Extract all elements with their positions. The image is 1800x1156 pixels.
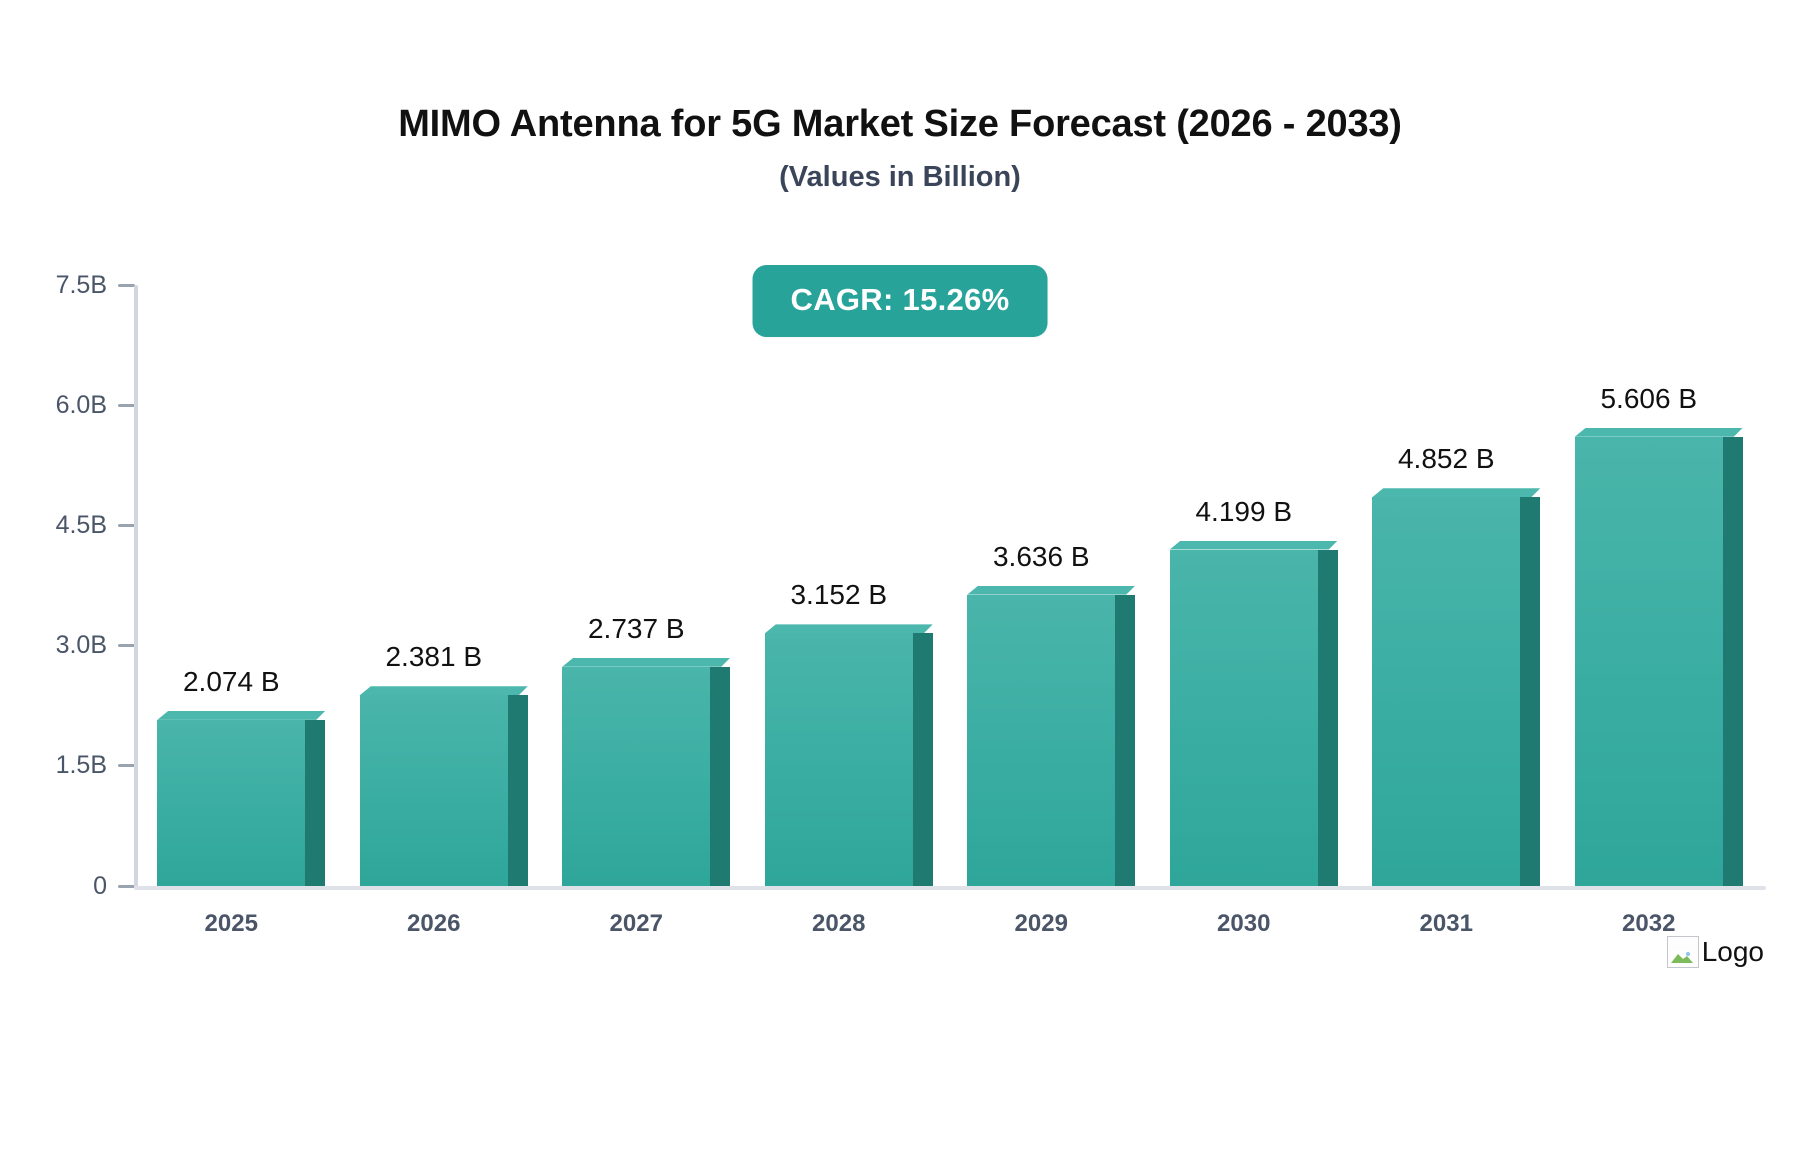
chart-header: MIMO Antenna for 5G Market Size Forecast…: [0, 103, 1800, 194]
bar-slot: 2.074 B: [157, 285, 326, 886]
bar-top: [765, 624, 933, 633]
y-axis-tick-mark: [118, 884, 135, 888]
cagr-badge: CAGR: 15.26%: [752, 265, 1048, 337]
bar-value-label: 4.852 B: [1397, 443, 1495, 475]
bar[interactable]: [157, 719, 326, 886]
bar-face: [359, 695, 508, 886]
y-axis-tick-label: 3.0B: [55, 631, 107, 660]
bar-slot: 5.606 B: [1574, 285, 1743, 886]
broken-image-icon: [1666, 936, 1699, 968]
chart-title: MIMO Antenna for 5G Market Size Forecast…: [398, 103, 1402, 145]
bar-value-label: 2.381 B: [385, 641, 483, 673]
bar-side: [1722, 436, 1743, 886]
bar[interactable]: [359, 695, 528, 886]
bar-side: [305, 719, 326, 886]
bar-face: [157, 719, 306, 886]
bar-top: [360, 686, 528, 695]
y-axis: 0 1.5B 3.0B 4.5B 6.0B 7.5B: [0, 0, 135, 1156]
bar-top: [562, 658, 730, 667]
bar-slot: 3.636 B: [967, 285, 1136, 886]
y-axis-tick-mark: [118, 523, 135, 527]
bar-series: 2.074 B 2.381 B 2.737 B 3.152 B 3.636 B 4.199…: [140, 285, 1760, 886]
bar-slot: 4.199 B: [1169, 285, 1338, 886]
y-axis-tick-label: 0: [93, 871, 107, 900]
bar-side: [507, 695, 528, 886]
bar-side: [1115, 594, 1136, 886]
x-axis-label-2030: 2030: [1217, 910, 1271, 937]
x-axis-label-2032: 2032: [1622, 910, 1676, 937]
bar-slot: 3.152 B: [764, 285, 933, 886]
bar-side: [710, 666, 731, 886]
bar-slot: 4.852 B: [1372, 285, 1541, 886]
bar-value-label: 3.636 B: [992, 540, 1090, 572]
x-axis-label-2029: 2029: [1014, 910, 1068, 937]
bar-slot: 2.381 B: [359, 285, 528, 886]
y-axis-tick-label: 4.5B: [55, 510, 107, 539]
logo-placeholder: Logo: [1666, 936, 1764, 968]
bar-face: [967, 594, 1116, 886]
bar-face: [1574, 436, 1723, 886]
bar[interactable]: [1169, 549, 1338, 886]
x-axis-label-2026: 2026: [407, 910, 461, 937]
y-axis-tick-label: 6.0B: [55, 390, 107, 419]
bar-value-label: 4.199 B: [1195, 495, 1293, 527]
bar-value-label: 3.152 B: [790, 579, 888, 611]
y-axis-tick-mark: [118, 283, 135, 287]
y-axis-tick-mark: [118, 644, 135, 648]
bar[interactable]: [764, 633, 933, 886]
bar-top: [1575, 428, 1743, 437]
y-axis-tick-mark: [118, 403, 135, 407]
x-axis-label-2025: 2025: [204, 910, 258, 937]
bar-top: [1170, 541, 1338, 550]
bar-side: [1317, 549, 1338, 886]
x-axis-label-2028: 2028: [812, 910, 866, 937]
bar-side: [912, 633, 933, 886]
bar-side: [1520, 497, 1541, 886]
bar-face: [1169, 549, 1318, 886]
bar-slot: 2.737 B: [562, 285, 731, 886]
bar-value-label: 2.074 B: [182, 665, 280, 697]
bar-top: [1372, 488, 1540, 497]
x-axis-line: [134, 886, 1766, 890]
y-axis-tick-mark: [118, 764, 135, 768]
bar[interactable]: [1574, 436, 1743, 886]
y-axis-tick-label: 7.5B: [55, 270, 107, 299]
y-axis-tick-label: 1.5B: [55, 751, 107, 780]
x-axis-label-2031: 2031: [1419, 910, 1473, 937]
bar[interactable]: [562, 666, 731, 886]
x-axis-label-2027: 2027: [609, 910, 663, 937]
bar-value-label: 2.737 B: [587, 612, 685, 644]
bar-top: [157, 711, 325, 720]
bar-value-label: 5.606 B: [1600, 382, 1698, 414]
bar-face: [764, 633, 913, 886]
bar[interactable]: [1372, 497, 1541, 886]
bar-top: [967, 586, 1135, 595]
bar-face: [562, 666, 711, 886]
y-axis-line: [134, 285, 138, 890]
bar-face: [1372, 497, 1521, 886]
chart-subtitle: (Values in Billion): [779, 160, 1021, 193]
bar[interactable]: [967, 594, 1136, 886]
logo-alt-text: Logo: [1701, 936, 1764, 967]
